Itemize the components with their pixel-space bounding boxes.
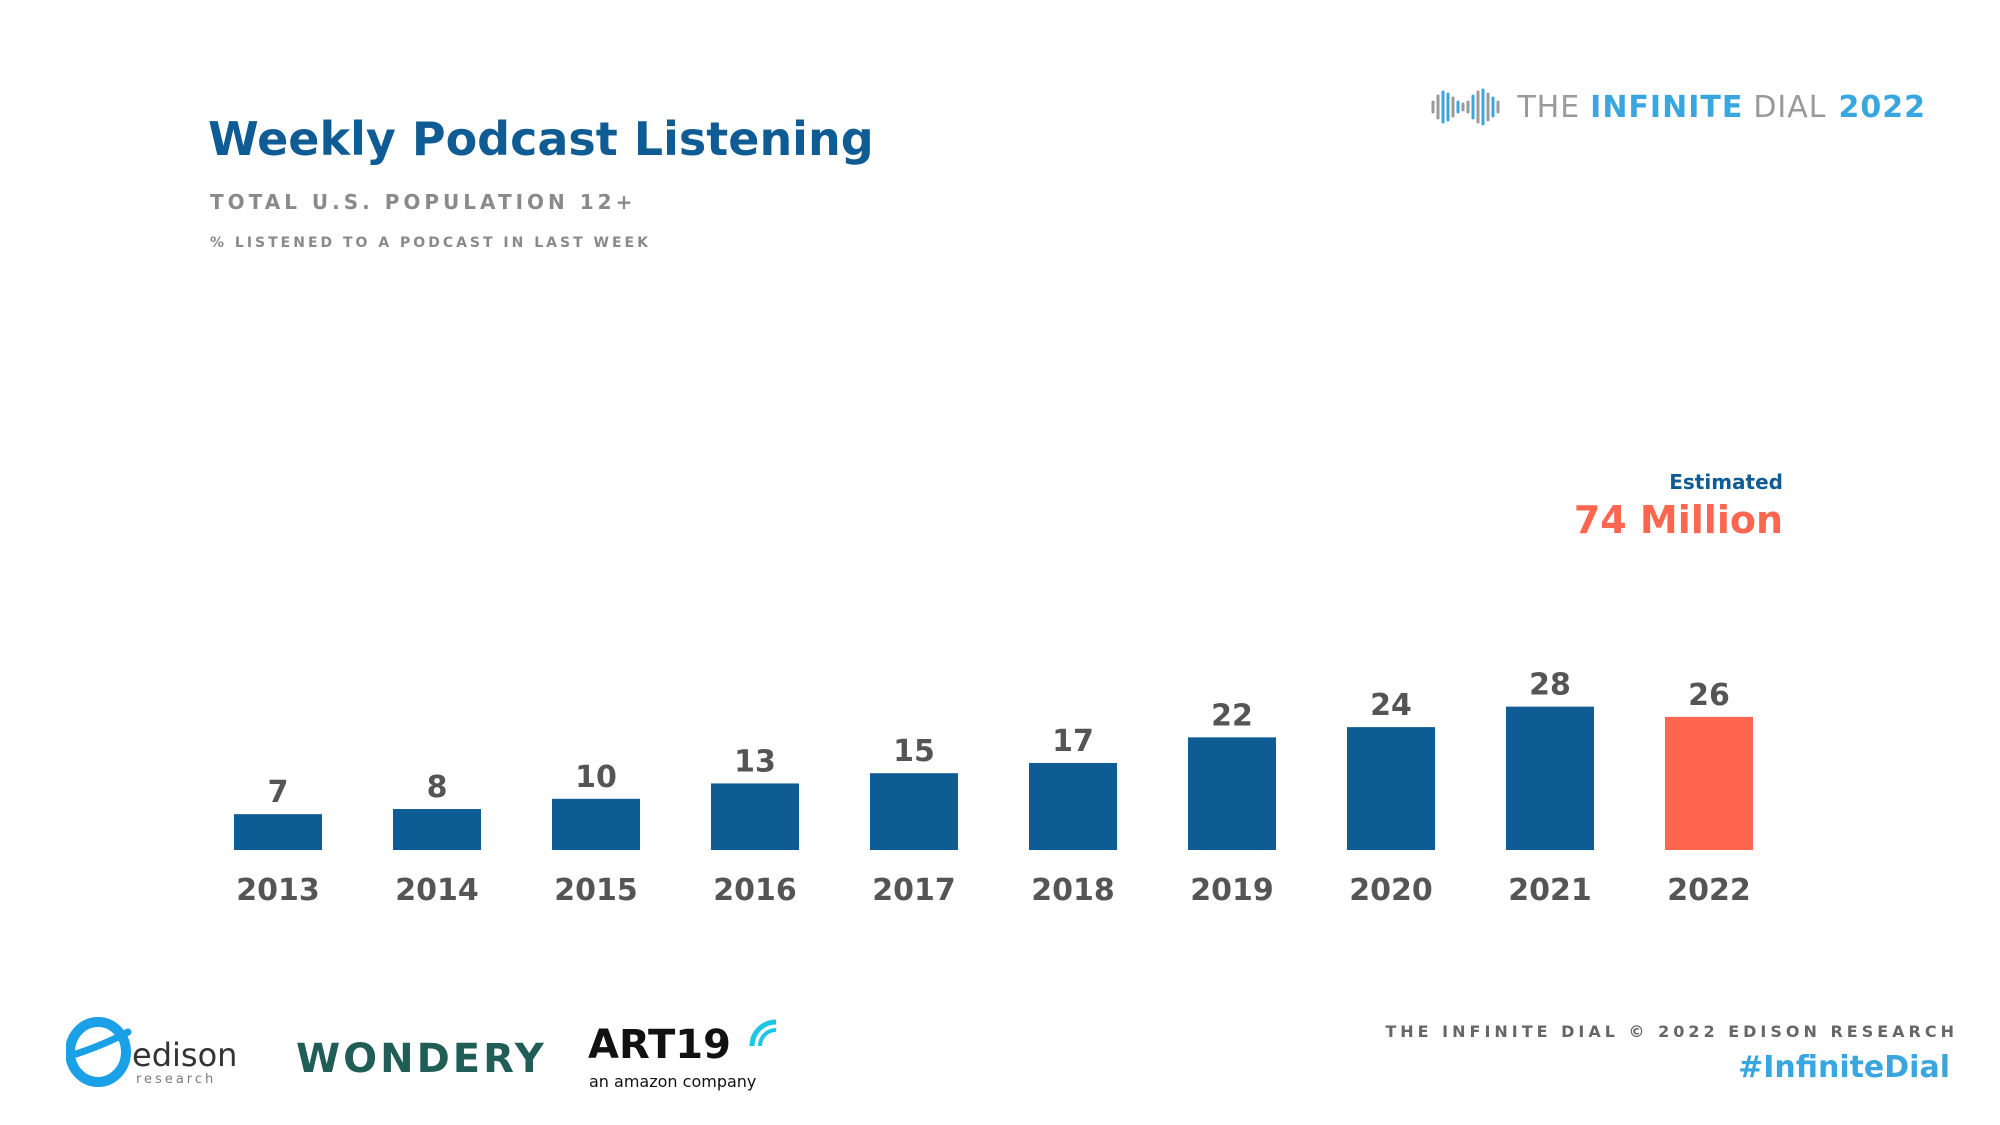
footer-hashtag[interactable]: #InfiniteDial [1738, 1050, 1950, 1085]
bar-2020 [1347, 727, 1435, 850]
estimate-label: Estimated [1669, 470, 1783, 494]
bar-2022 [1665, 716, 1753, 850]
signal-arc-icon [749, 1019, 777, 1047]
x-tick-label-2021: 2021 [1508, 873, 1592, 908]
bar-2014 [393, 809, 481, 850]
data-label-2017: 15 [893, 734, 935, 769]
chart-title: Weekly Podcast Listening [208, 112, 874, 166]
x-tick-label-2013: 2013 [236, 873, 320, 908]
x-tick-label-2022: 2022 [1667, 873, 1751, 908]
infinity-waveform-icon [1431, 88, 1500, 126]
data-label-2019: 22 [1211, 698, 1253, 733]
data-label-2016: 13 [734, 744, 776, 779]
x-tick-label-2015: 2015 [554, 873, 638, 908]
chart-subtitle: TOTAL U.S. POPULATION 12+ [210, 190, 637, 214]
bar-2016 [711, 783, 799, 850]
data-label-2020: 24 [1370, 688, 1412, 723]
edison-research-logo [66, 1017, 132, 1087]
x-tick-label-2020: 2020 [1349, 873, 1433, 908]
footer-credit: THE INFINITE DIAL © 2022 EDISON RESEARCH [1385, 1022, 1958, 1041]
brand-infinite: INFINITE [1590, 89, 1744, 125]
bar-2015 [552, 798, 640, 850]
data-label-2021: 28 [1529, 668, 1571, 703]
infinite-dial-brand: THE INFINITE DIAL 2022 [1427, 84, 1926, 130]
x-tick-label-2016: 2016 [713, 873, 797, 908]
brand-the: THE [1517, 89, 1581, 125]
x-tick-label-2017: 2017 [872, 873, 956, 908]
data-label-2015: 10 [575, 760, 617, 795]
data-label-2022: 26 [1688, 678, 1730, 713]
edison-wordmark: edison [132, 1036, 238, 1074]
data-label-2018: 17 [1052, 724, 1094, 759]
x-tick-label-2018: 2018 [1031, 873, 1115, 908]
art19-logo: ART19 [588, 1022, 731, 1068]
sponsor-logos: edison research WONDERY ART19 an amazon … [66, 1010, 786, 1100]
chart-measure: % LISTENED TO A PODCAST IN LAST WEEK [210, 235, 651, 251]
x-tick-label-2019: 2019 [1190, 873, 1274, 908]
edison-subtitle: research [136, 1072, 217, 1087]
art19-tagline: an amazon company [589, 1072, 757, 1091]
data-label-2014: 8 [427, 770, 448, 805]
brand-dial: DIAL [1753, 89, 1827, 125]
bar-2018 [1029, 762, 1117, 850]
bar-2013 [234, 814, 322, 850]
x-tick-label-2014: 2014 [395, 873, 479, 908]
estimate-value: 74 Million [1573, 498, 1783, 542]
wondery-logo: WONDERY [296, 1036, 547, 1082]
data-label-2013: 7 [268, 775, 289, 810]
bar-2021 [1506, 706, 1594, 850]
brand-year: 2022 [1838, 89, 1926, 125]
bar-2017 [870, 773, 958, 850]
bar-2019 [1188, 737, 1276, 850]
